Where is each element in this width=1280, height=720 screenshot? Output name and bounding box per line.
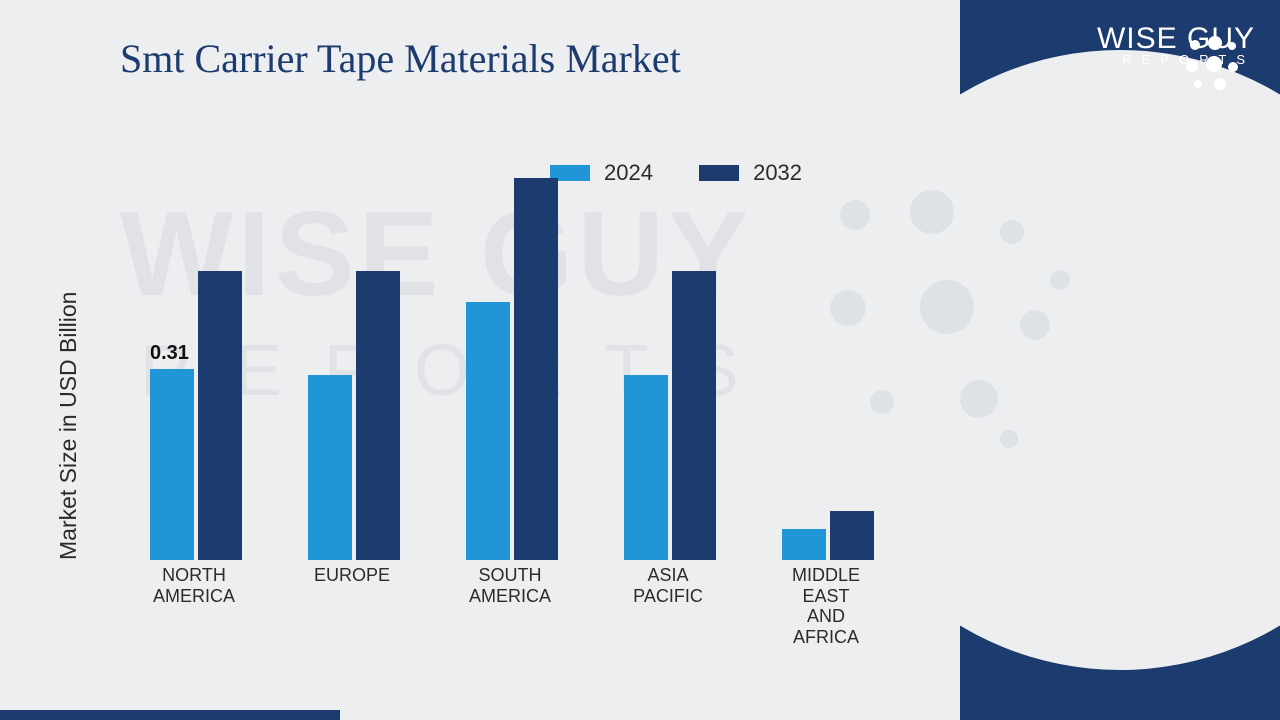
bar-2024: [624, 375, 668, 560]
bar-2032: [514, 178, 558, 560]
category-label: EUROPE: [282, 565, 422, 586]
chart-plot: 0.31NORTHAMERICAEUROPESOUTHAMERICAASIAPA…: [130, 160, 920, 560]
brand-head-icon: [1180, 32, 1250, 102]
y-axis-label: Market Size in USD Billion: [55, 292, 82, 560]
infographic-canvas: Smt Carrier Tape Materials Market WISE G…: [0, 0, 1280, 720]
category-label: SOUTHAMERICA: [440, 565, 580, 606]
bar-2032: [830, 511, 874, 560]
brand-logo: WISE GUY REPORTS: [1097, 22, 1255, 67]
category-label: NORTHAMERICA: [124, 565, 264, 606]
bar-2032: [198, 271, 242, 560]
category-label: ASIAPACIFIC: [598, 565, 738, 606]
bottom-accent-bar: [0, 710, 340, 720]
bar-2024: [782, 529, 826, 560]
chart-area: 0.31NORTHAMERICAEUROPESOUTHAMERICAASIAPA…: [100, 160, 920, 590]
bar-2032: [672, 271, 716, 560]
chart-title: Smt Carrier Tape Materials Market: [120, 35, 681, 82]
bar-value-label: 0.31: [150, 342, 189, 365]
category-label: MIDDLEEASTANDAFRICA: [756, 565, 896, 648]
bar-2024: [150, 369, 194, 560]
bar-2024: [466, 302, 510, 560]
bar-2032: [356, 271, 400, 560]
bar-2024: [308, 375, 352, 560]
